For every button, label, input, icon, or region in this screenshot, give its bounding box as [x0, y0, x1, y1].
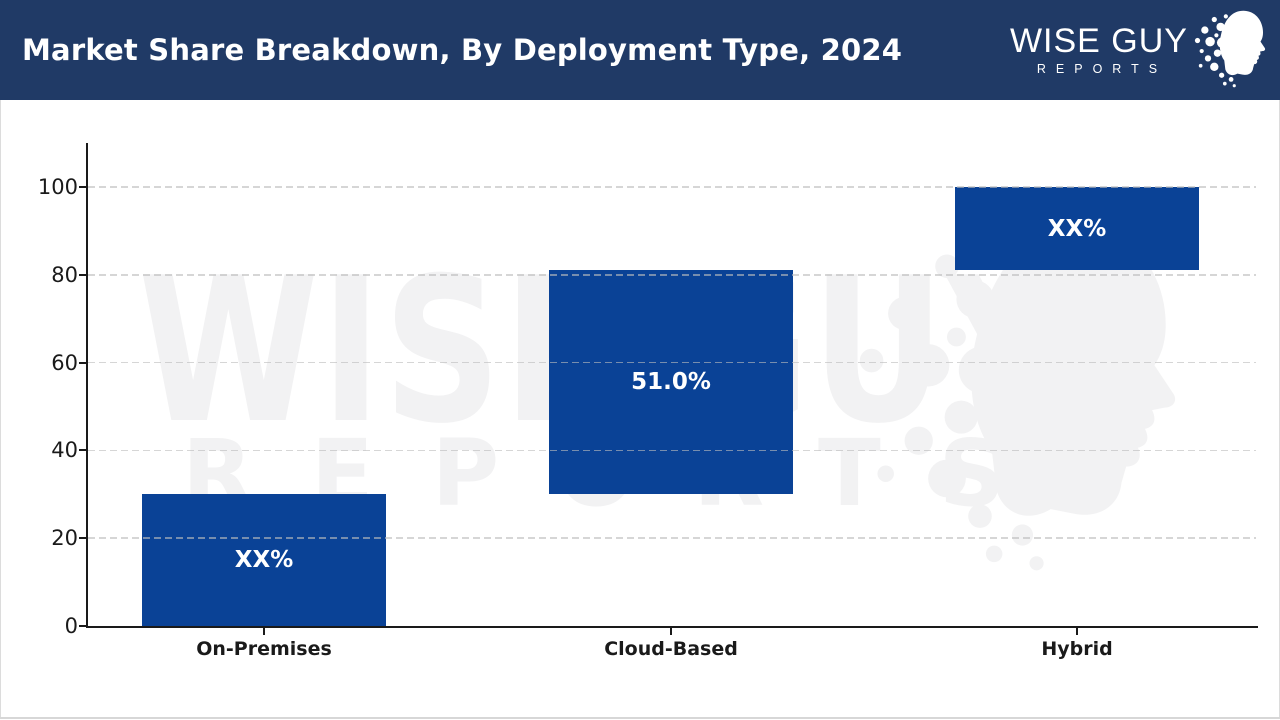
x-category-label: On-Premises [196, 638, 332, 660]
x-category-label: Hybrid [1041, 638, 1113, 660]
gridline [88, 274, 1256, 276]
y-tick-label: 60 [51, 350, 78, 375]
y-tick-mark [79, 361, 86, 364]
bar: XX% [955, 187, 1199, 271]
x-axis-line [86, 626, 1258, 628]
page-title: Market Share Breakdown, By Deployment Ty… [22, 33, 903, 67]
gridline [88, 361, 1256, 364]
watermark-face-icon [859, 226, 1176, 571]
x-category-label: Cloud-Based [604, 638, 738, 660]
bar: XX% [142, 494, 386, 626]
x-tick-mark [1076, 628, 1078, 635]
logo-subtitle: REPORTS [1036, 62, 1168, 77]
brand-logo: WISE GUY REPORTS [1010, 8, 1280, 92]
bar-value-label: XX% [234, 547, 294, 574]
y-tick-label: 100 [37, 175, 78, 199]
y-tick-mark [79, 186, 86, 188]
bar-value-label: XX% [1047, 215, 1107, 242]
y-tick-mark [79, 449, 86, 452]
gridline [88, 186, 1256, 188]
bar: 51.0% [549, 270, 793, 495]
x-tick-mark [263, 628, 265, 635]
page-edge-bottom [0, 717, 1280, 719]
logo-face-icon [1194, 10, 1266, 88]
x-tick-mark [670, 628, 672, 635]
page-edge-left [0, 100, 1, 718]
y-tick-mark [79, 273, 86, 276]
y-tick-mark [79, 537, 86, 540]
logo-text: WISE GUY REPORTS [1010, 24, 1188, 76]
y-tick-label: 20 [51, 526, 78, 551]
y-tick-mark [79, 625, 86, 627]
gridline [88, 537, 1256, 539]
bar-value-label: 51.0% [631, 369, 711, 396]
header-bar: Market Share Breakdown, By Deployment Ty… [0, 0, 1280, 100]
y-tick-label: 80 [51, 262, 78, 287]
gridline [88, 449, 1256, 452]
y-tick-label: 0 [64, 614, 78, 638]
y-axis-line [86, 143, 88, 628]
y-tick-label: 40 [51, 438, 78, 463]
logo-wordmark: WISE GUY [1009, 22, 1188, 61]
